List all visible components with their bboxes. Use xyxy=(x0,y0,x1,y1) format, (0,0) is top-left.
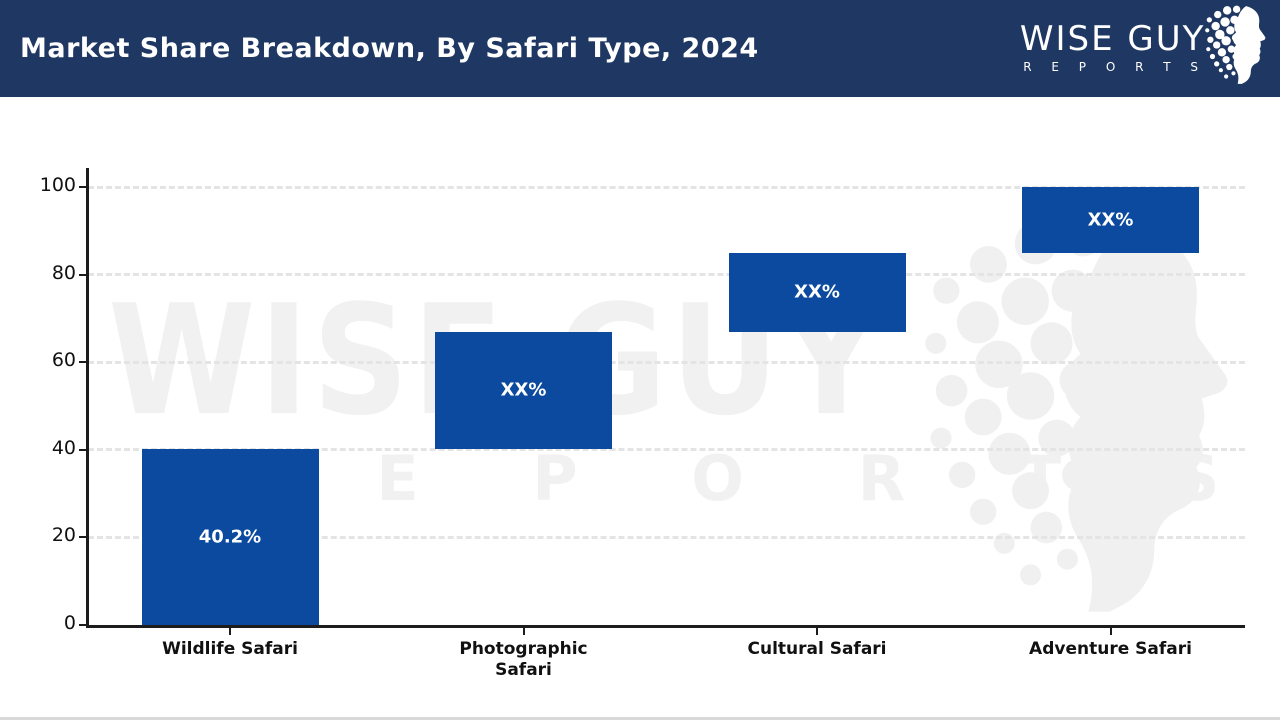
x-category-label: Adventure Safari xyxy=(1029,639,1192,659)
gridline-100 xyxy=(88,185,1245,189)
x-tick-mark xyxy=(229,627,231,635)
x-tick-mark xyxy=(1109,627,1112,635)
gridline-60 xyxy=(88,360,1245,364)
bar-value-label: XX% xyxy=(794,281,840,303)
y-tick-mark xyxy=(79,186,88,188)
x-tick-mark xyxy=(816,627,818,635)
y-tick-label: 100 xyxy=(39,174,76,196)
bar-2 xyxy=(435,331,612,449)
x-category-label: Photographic Safari xyxy=(459,639,588,681)
watermark-subtext: R E P O R T S xyxy=(215,442,1266,515)
brand-logo: WISE GUY R E P O R T S xyxy=(1019,4,1266,86)
x-tick-mark xyxy=(522,627,525,635)
y-axis-line xyxy=(86,168,89,628)
gridline-80 xyxy=(88,273,1245,277)
bar-value-label: 40.2% xyxy=(198,526,262,548)
y-tick-mark xyxy=(79,361,88,364)
face-profile-icon xyxy=(1205,5,1266,84)
y-tick-mark xyxy=(79,536,88,539)
header: Market Share Breakdown, By Safari Type, … xyxy=(0,0,1280,97)
gridline-40 xyxy=(88,448,1245,452)
brand-logo-text: WISE GUY R E P O R T S xyxy=(1019,19,1206,74)
bar-value-label: XX% xyxy=(1087,209,1134,231)
x-category-label: Wildlife Safari xyxy=(162,639,298,659)
y-tick-label: 80 xyxy=(51,261,76,284)
y-tick-label: 60 xyxy=(51,349,76,372)
chart-area: WISE GUY R E P O R T S 0 20 40 60 80 100 40.2%… xyxy=(0,97,1280,720)
y-tick-label: 0 xyxy=(63,612,76,634)
y-tick-mark xyxy=(79,448,88,451)
gridline-20 xyxy=(88,535,1245,539)
brand-subtitle: R E P O R T S xyxy=(1023,59,1206,74)
watermark-face-icon xyxy=(925,219,1228,612)
y-tick-label: 40 xyxy=(51,436,76,459)
x-axis-line xyxy=(86,625,1245,628)
brand-name: WISE GUY xyxy=(1019,19,1206,60)
bar-value-label: XX% xyxy=(500,379,547,401)
page-title: Market Share Breakdown, By Safari Type, … xyxy=(20,33,759,64)
y-tick-mark xyxy=(79,624,88,626)
y-tick-mark xyxy=(79,273,88,276)
bottom-border xyxy=(0,717,1280,720)
bar-1 xyxy=(141,448,319,625)
bar-3 xyxy=(728,252,906,332)
y-tick-label: 20 xyxy=(51,524,76,547)
x-category-label: Cultural Safari xyxy=(747,639,887,659)
